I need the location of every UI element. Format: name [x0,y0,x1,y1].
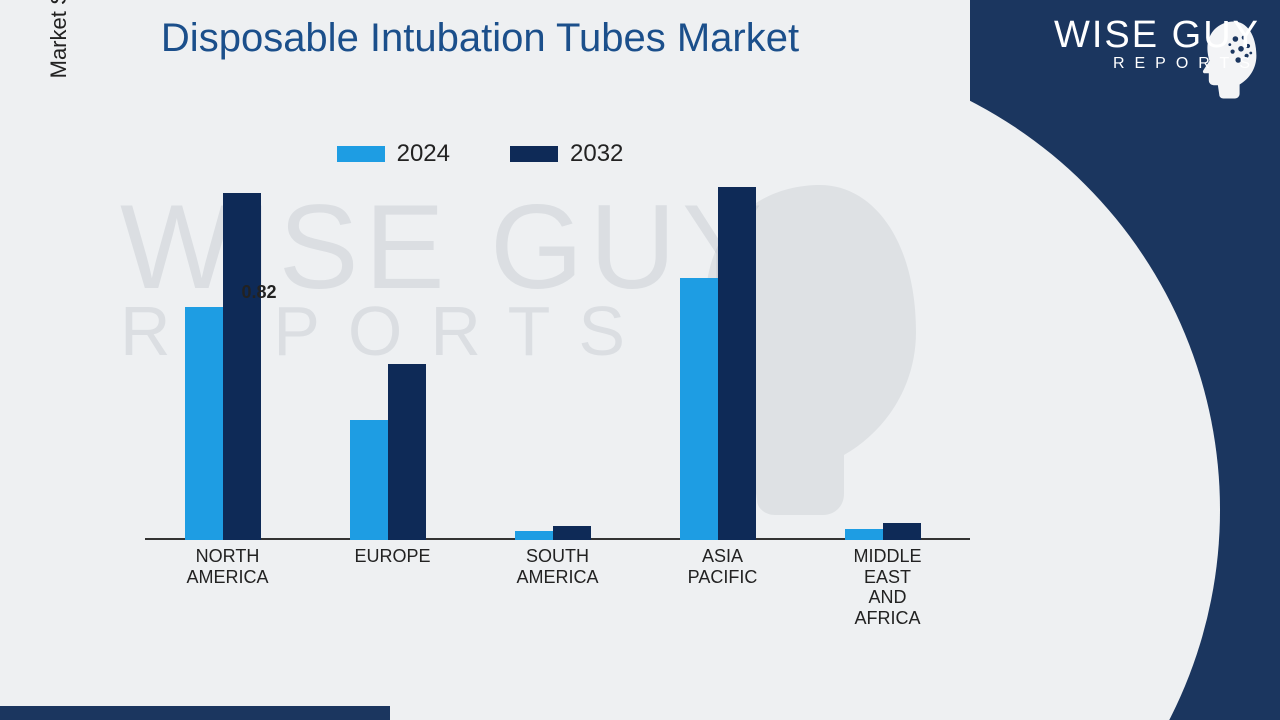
legend-swatch-2024 [337,146,385,162]
bar-series-b [718,187,756,540]
legend: 2024 2032 [0,140,960,168]
y-axis-label: Market Size in USD Billion [46,0,72,170]
chart-title: Disposable Intubation Tubes Market [0,16,960,61]
bar-value-label: 0.82 [229,282,289,303]
bar-series-a [680,278,718,540]
legend-swatch-2032 [510,146,558,162]
legend-label-2032: 2032 [570,140,623,168]
category-label: EUROPE [310,546,475,567]
category-label: SOUTHAMERICA [475,546,640,587]
plot-area: 0.82 [145,170,970,540]
bar-series-b [553,526,591,540]
legend-label-2024: 2024 [397,140,450,168]
bar-series-a [515,531,553,540]
legend-item-2032: 2032 [510,140,623,168]
legend-item-2024: 2024 [337,140,450,168]
category-label: ASIAPACIFIC [640,546,805,587]
bar-series-a [845,529,883,540]
bar-series-b [223,193,261,540]
footer-accent-bar [0,706,390,720]
logo-line1: WISE GUY [1054,16,1260,54]
bar-series-a [350,420,388,540]
category-label: MIDDLEEASTANDAFRICA [805,546,970,629]
bar-series-a [185,307,223,540]
bar-series-b [388,364,426,540]
stage: WISE GUY REPORTS Disposable Intubation T… [0,0,1280,720]
category-label: NORTHAMERICA [145,546,310,587]
logo-line2: REPORTS [1054,56,1260,72]
brand-logo: WISE GUY REPORTS [1054,16,1260,72]
chart-area: 0.82 NORTHAMERICAEUROPESOUTHAMERICAASIAP… [90,170,970,610]
bar-series-b [883,523,921,540]
